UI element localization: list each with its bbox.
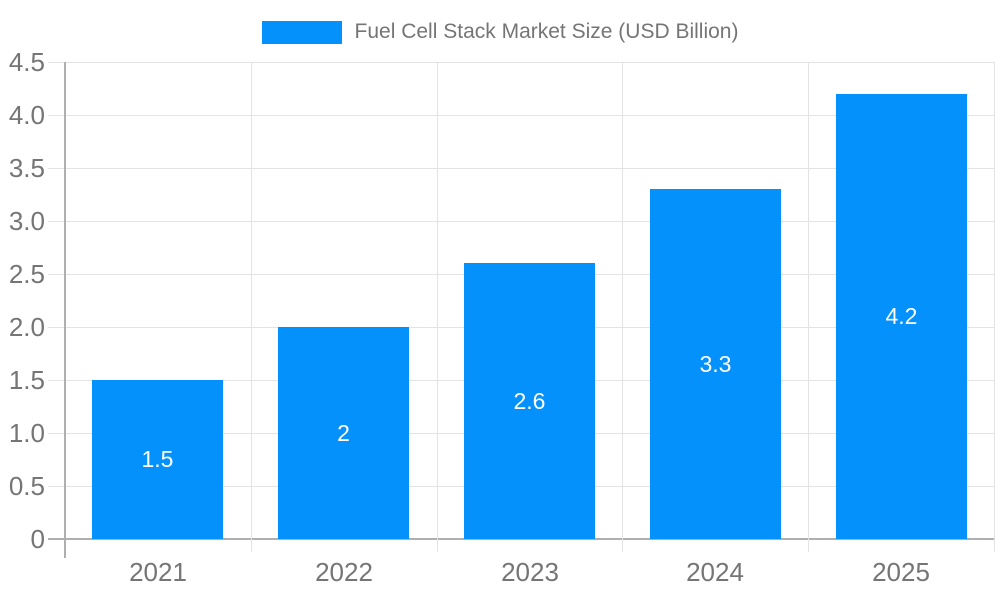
y-tick-label: 2.0 bbox=[8, 312, 45, 342]
y-tick-label: 3.5 bbox=[8, 153, 45, 183]
x-tick-label: 2023 bbox=[501, 557, 559, 587]
y-axis-line bbox=[64, 62, 66, 558]
gridline-vertical bbox=[622, 62, 623, 552]
bar-value-label: 1.5 bbox=[141, 446, 174, 472]
y-tick-label: 0 bbox=[30, 524, 45, 554]
gridline-horizontal bbox=[48, 221, 994, 222]
bar-value-label: 3.3 bbox=[699, 350, 732, 377]
bar: 2.6 bbox=[464, 263, 595, 539]
legend: Fuel Cell Stack Market Size (USD Billion… bbox=[0, 18, 1000, 46]
x-tick-label: 2025 bbox=[872, 557, 930, 587]
y-tick-label: 4.5 bbox=[8, 47, 45, 77]
bar: 3.3 bbox=[650, 189, 781, 539]
y-tick-label: 4.0 bbox=[8, 100, 45, 130]
bar: 4.2 bbox=[836, 93, 967, 539]
bar: 2 bbox=[278, 327, 409, 539]
gridline-horizontal bbox=[48, 115, 994, 116]
gridline-horizontal bbox=[48, 168, 994, 169]
legend-title: Fuel Cell Stack Market Size (USD Billion… bbox=[354, 20, 739, 43]
bar: 1.5 bbox=[92, 380, 223, 539]
bar-value-label: 4.2 bbox=[885, 302, 918, 329]
gridline-vertical bbox=[808, 62, 809, 552]
legend-swatch bbox=[261, 20, 342, 44]
y-tick-label: 1.5 bbox=[8, 365, 45, 395]
gridline-horizontal bbox=[48, 62, 994, 63]
y-tick-label: 1.0 bbox=[8, 418, 45, 448]
y-tick-label: 2.5 bbox=[8, 259, 45, 289]
y-tick-label: 0.5 bbox=[8, 471, 45, 501]
gridline-vertical bbox=[437, 62, 438, 552]
bar-value-label: 2.6 bbox=[513, 387, 546, 414]
y-tick-label: 3.0 bbox=[8, 206, 45, 236]
x-axis-baseline bbox=[48, 538, 994, 540]
x-tick-label: 2021 bbox=[129, 557, 187, 587]
bar-value-label: 2 bbox=[337, 419, 350, 446]
x-tick-label: 2022 bbox=[315, 557, 373, 587]
gridline-vertical bbox=[994, 62, 995, 552]
gridline-vertical bbox=[251, 62, 252, 552]
x-tick-label: 2024 bbox=[686, 557, 744, 587]
